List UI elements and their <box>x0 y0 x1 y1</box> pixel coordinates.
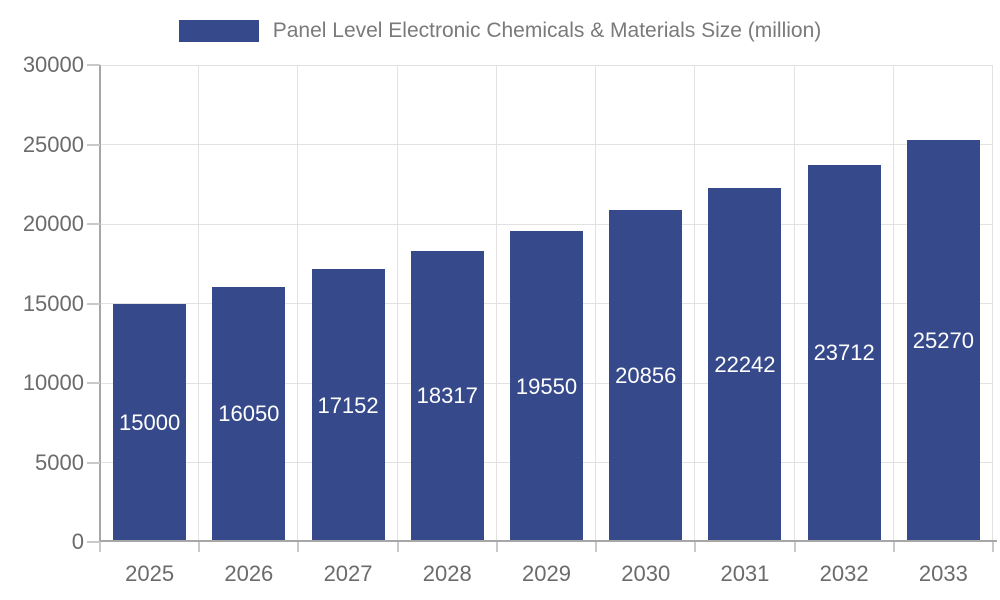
bar: 23712 <box>807 164 881 542</box>
gridline-v <box>595 65 597 542</box>
chart-legend: Panel Level Electronic Chemicals & Mater… <box>0 19 1000 43</box>
plot-area: 15000 16050 17152 18317 19550 20856 22242 23712… <box>100 64 993 542</box>
y-tick <box>87 382 100 384</box>
y-tick <box>87 461 100 464</box>
gridline-v <box>992 65 993 542</box>
x-tick <box>99 542 101 552</box>
y-tick-label: 10000 <box>22 370 84 395</box>
x-tick-label: 2025 <box>125 561 175 586</box>
gridline-v <box>198 65 200 542</box>
bar: 15000 <box>113 303 187 542</box>
bar-value-label: 17152 <box>317 392 379 418</box>
y-tick <box>87 223 100 225</box>
bar: 22242 <box>708 188 782 542</box>
x-axis-line <box>99 540 997 542</box>
gridline-v <box>793 65 795 542</box>
x-tick <box>694 542 697 552</box>
y-tick-label: 25000 <box>22 131 84 157</box>
bar: 19550 <box>510 231 583 542</box>
x-tick-label: 2030 <box>621 561 671 586</box>
x-tick-label: 2032 <box>819 561 869 586</box>
y-tick-label: 0 <box>71 529 84 554</box>
bar-value-label: 18317 <box>416 383 478 409</box>
y-tick-label: 20000 <box>22 211 84 236</box>
x-tick <box>495 542 498 552</box>
gridline-h <box>100 144 993 145</box>
bar-value-label: 19550 <box>515 373 578 399</box>
y-tick-label: 5000 <box>35 449 84 475</box>
x-tick <box>793 542 796 552</box>
x-tick-label: 2031 <box>720 561 770 586</box>
gridline-v <box>892 65 894 542</box>
bar-value-label: 23712 <box>813 340 875 366</box>
x-tick-label: 2029 <box>522 561 571 586</box>
bar: 16050 <box>212 286 286 542</box>
bar-value-label: 16050 <box>218 401 280 427</box>
y-tick <box>87 143 100 146</box>
y-tick <box>87 541 100 543</box>
bar-value-label: 15000 <box>119 409 181 435</box>
gridline-v <box>495 65 497 542</box>
y-tick <box>87 64 100 66</box>
x-tick <box>892 542 895 552</box>
y-axis-line <box>99 65 101 542</box>
bar: 18317 <box>410 250 484 542</box>
legend-label: Panel Level Electronic Chemicals & Mater… <box>272 19 822 42</box>
x-tick <box>595 542 598 552</box>
gridline-v <box>396 65 398 542</box>
y-tick-label: 15000 <box>22 290 84 316</box>
gridline-h <box>100 223 993 225</box>
bar: 25270 <box>906 140 980 542</box>
bar-value-label: 20856 <box>615 363 677 389</box>
x-tick-label: 2033 <box>918 561 968 586</box>
y-tick-label: 30000 <box>22 52 84 77</box>
legend-swatch <box>178 20 259 42</box>
gridline-h <box>100 64 993 66</box>
y-tick <box>87 302 100 305</box>
x-tick <box>198 542 201 552</box>
x-tick <box>396 542 399 552</box>
x-tick-label: 2028 <box>422 561 472 586</box>
x-tick-label: 2027 <box>323 561 373 586</box>
gridline-v <box>297 65 299 542</box>
bar-value-label: 22242 <box>714 352 776 378</box>
bar-value-label: 25270 <box>912 328 974 354</box>
x-tick-label: 2026 <box>224 561 274 586</box>
x-tick <box>297 542 300 552</box>
gridline-v <box>694 65 696 542</box>
bar: 20856 <box>609 210 683 542</box>
bar: 17152 <box>311 269 385 542</box>
x-tick <box>992 542 994 552</box>
